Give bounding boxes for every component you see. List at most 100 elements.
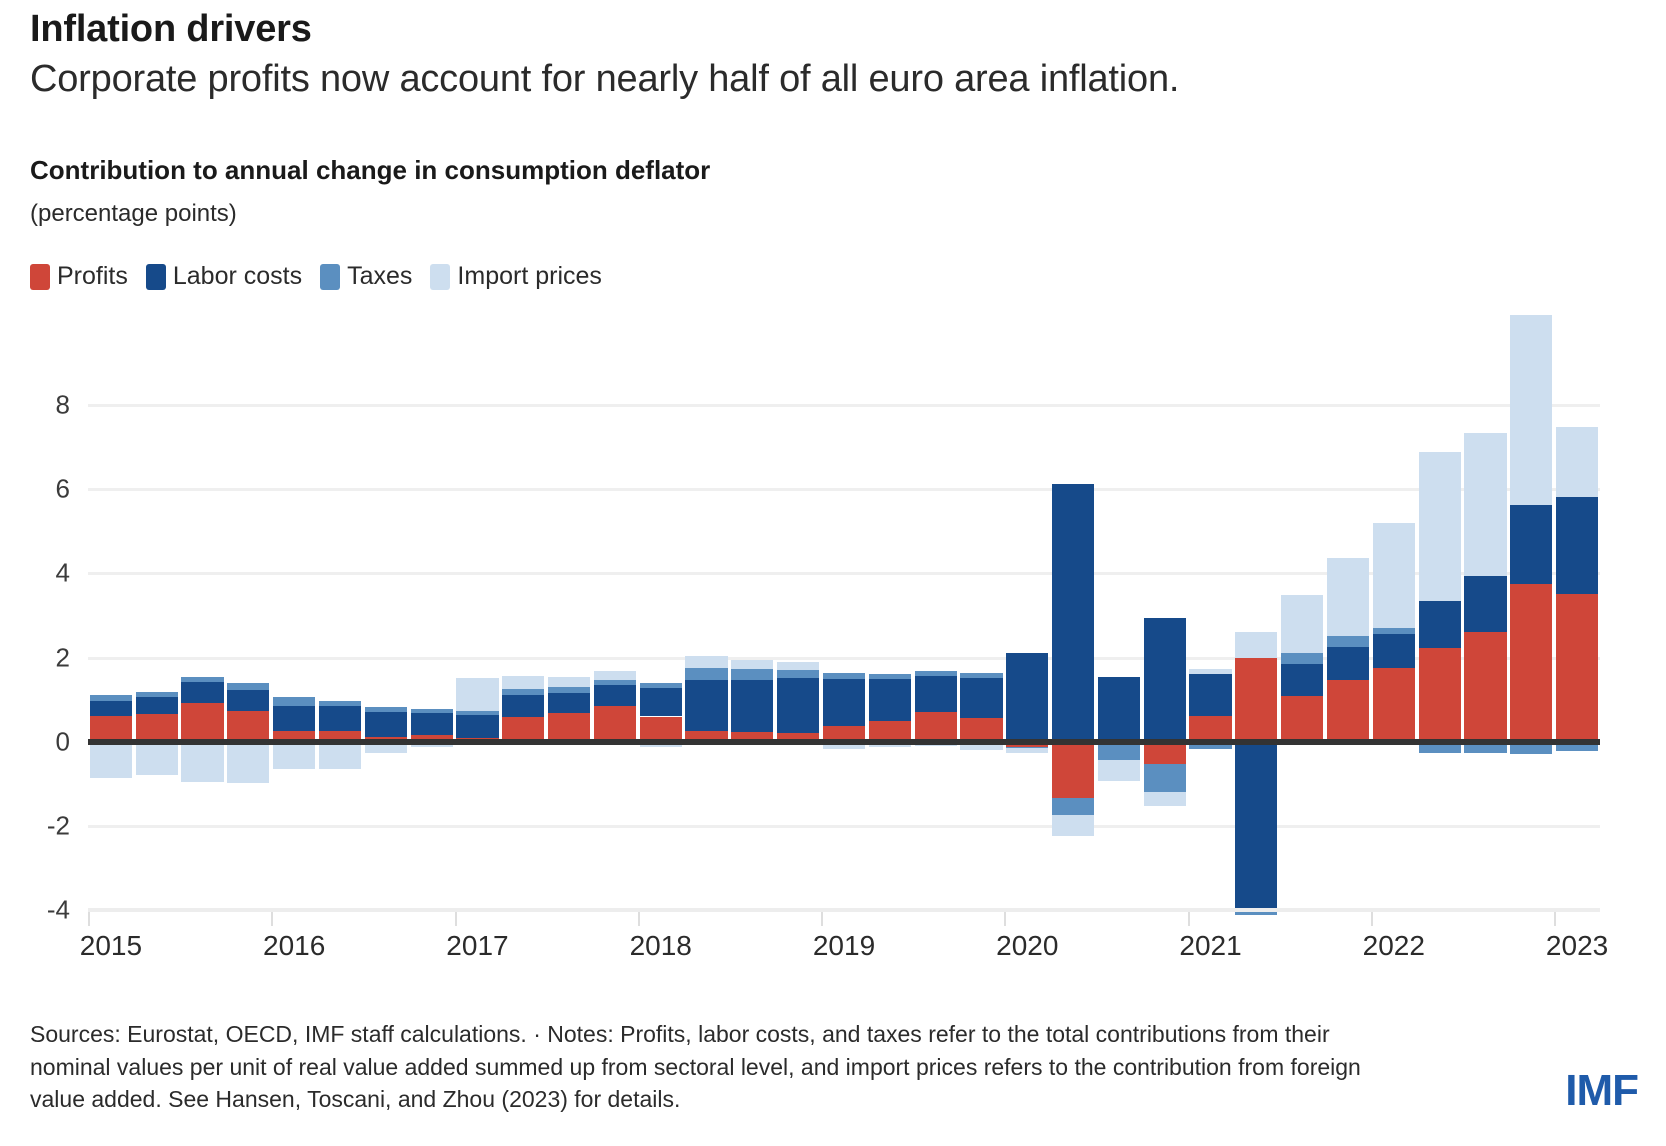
bar-segment bbox=[593, 680, 636, 686]
bar-group[interactable] bbox=[685, 380, 728, 910]
gridline bbox=[88, 656, 1600, 660]
bar-group[interactable] bbox=[731, 380, 774, 910]
bar-group[interactable] bbox=[1556, 380, 1599, 910]
bar-segment bbox=[639, 682, 682, 688]
bar-group[interactable] bbox=[777, 380, 820, 910]
bar-segment bbox=[364, 741, 407, 753]
bar-segment bbox=[868, 741, 911, 747]
bar-segment bbox=[1326, 557, 1370, 636]
bar-segment bbox=[135, 741, 178, 775]
bar-group[interactable] bbox=[1052, 380, 1095, 910]
bar-segment bbox=[960, 672, 1003, 678]
bar-segment bbox=[227, 682, 270, 690]
bar-group[interactable] bbox=[822, 380, 866, 910]
bar-group[interactable] bbox=[868, 380, 911, 910]
bar-group[interactable] bbox=[1097, 380, 1140, 910]
bar-segment bbox=[960, 677, 1003, 719]
gridline bbox=[88, 824, 1600, 828]
bar-group[interactable] bbox=[593, 380, 636, 910]
bar-segment bbox=[1418, 601, 1461, 648]
legend-item[interactable]: Labor costs bbox=[145, 262, 303, 291]
bar-segment bbox=[1006, 746, 1049, 748]
bar-segment bbox=[181, 741, 224, 783]
bar-group[interactable] bbox=[1464, 380, 1507, 910]
y-axis-tick-label: 0 bbox=[55, 726, 70, 757]
bar-group[interactable] bbox=[318, 380, 362, 910]
gridline bbox=[88, 572, 1600, 576]
bar-segment bbox=[502, 716, 545, 742]
bar-group[interactable] bbox=[1326, 380, 1370, 910]
bar-group[interactable] bbox=[1143, 380, 1186, 910]
bar-segment bbox=[548, 713, 591, 742]
bar-segment bbox=[1281, 696, 1324, 742]
bar-segment bbox=[364, 707, 407, 713]
bar-segment bbox=[914, 741, 957, 746]
bar-segment bbox=[1281, 663, 1324, 697]
bar-segment bbox=[1326, 635, 1370, 647]
bar-segment bbox=[181, 682, 224, 704]
legend-swatch-icon bbox=[430, 263, 451, 290]
bar-group[interactable] bbox=[410, 380, 453, 910]
bar-segment bbox=[89, 695, 132, 702]
bar-segment bbox=[1189, 673, 1232, 716]
bar-segment bbox=[1556, 593, 1599, 742]
bar-segment bbox=[1189, 741, 1232, 750]
bar-segment bbox=[685, 730, 728, 742]
bar-group[interactable] bbox=[914, 380, 957, 910]
bar-segment bbox=[1464, 741, 1507, 753]
bar-segment bbox=[639, 716, 682, 742]
bar-group[interactable] bbox=[456, 380, 499, 910]
bar-group[interactable] bbox=[273, 380, 316, 910]
bar-segment bbox=[1556, 741, 1599, 751]
bar-group[interactable] bbox=[135, 380, 178, 910]
bar-group[interactable] bbox=[960, 380, 1003, 910]
imf-logo: IMF bbox=[1565, 1066, 1639, 1115]
bar-group[interactable] bbox=[1510, 315, 1553, 910]
y-axis-tick-label: 4 bbox=[55, 557, 70, 588]
bar-segment bbox=[318, 706, 362, 731]
bar-segment bbox=[1143, 764, 1186, 793]
bar-segment bbox=[410, 734, 453, 742]
bar-segment bbox=[364, 712, 407, 737]
y-axis-tick-label: 8 bbox=[55, 389, 70, 420]
legend-item[interactable]: Import prices bbox=[430, 262, 602, 291]
bar-segment bbox=[135, 692, 178, 698]
legend-item-label: Labor costs bbox=[172, 262, 303, 290]
bar-group[interactable] bbox=[227, 380, 270, 910]
bar-group[interactable] bbox=[502, 380, 545, 910]
bar-segment bbox=[1510, 584, 1553, 742]
bar-group[interactable] bbox=[1235, 380, 1278, 916]
legend-item-label: Profits bbox=[57, 262, 128, 290]
bar-group[interactable] bbox=[181, 380, 224, 910]
x-axis-tick-label: 2019 bbox=[812, 930, 876, 961]
legend-item[interactable]: Taxes bbox=[320, 262, 412, 291]
bar-group[interactable] bbox=[364, 380, 407, 910]
bar-group[interactable] bbox=[639, 380, 682, 910]
y-axis-tick-label: -4 bbox=[46, 894, 70, 925]
legend-swatch-icon bbox=[30, 263, 50, 290]
bar-segment bbox=[777, 732, 820, 742]
legend-item[interactable]: Profits bbox=[30, 262, 128, 291]
bar-segment bbox=[822, 741, 866, 750]
bar-segment bbox=[593, 705, 636, 742]
bar-segment bbox=[593, 685, 636, 706]
bar-segment bbox=[639, 687, 682, 717]
bar-group[interactable] bbox=[1281, 380, 1324, 910]
gridline bbox=[88, 404, 1600, 408]
bar-group[interactable] bbox=[1189, 380, 1232, 910]
bar-segment bbox=[1097, 676, 1140, 741]
bar-segment bbox=[1556, 496, 1599, 594]
bar-group[interactable] bbox=[1418, 380, 1461, 910]
bar-segment bbox=[318, 730, 362, 742]
x-axis-tick bbox=[1554, 912, 1557, 926]
bar-group[interactable] bbox=[548, 380, 591, 910]
bar-segment bbox=[456, 710, 499, 715]
bar-group[interactable] bbox=[1006, 380, 1049, 910]
bar-segment bbox=[502, 695, 545, 717]
bar-group[interactable] bbox=[1372, 380, 1415, 910]
source-notes: Sources: Eurostat, OECD, IMF staff calcu… bbox=[30, 1021, 1361, 1113]
bar-segment bbox=[1281, 653, 1324, 664]
bar-group[interactable] bbox=[89, 380, 132, 910]
x-axis-tick bbox=[1187, 912, 1190, 926]
